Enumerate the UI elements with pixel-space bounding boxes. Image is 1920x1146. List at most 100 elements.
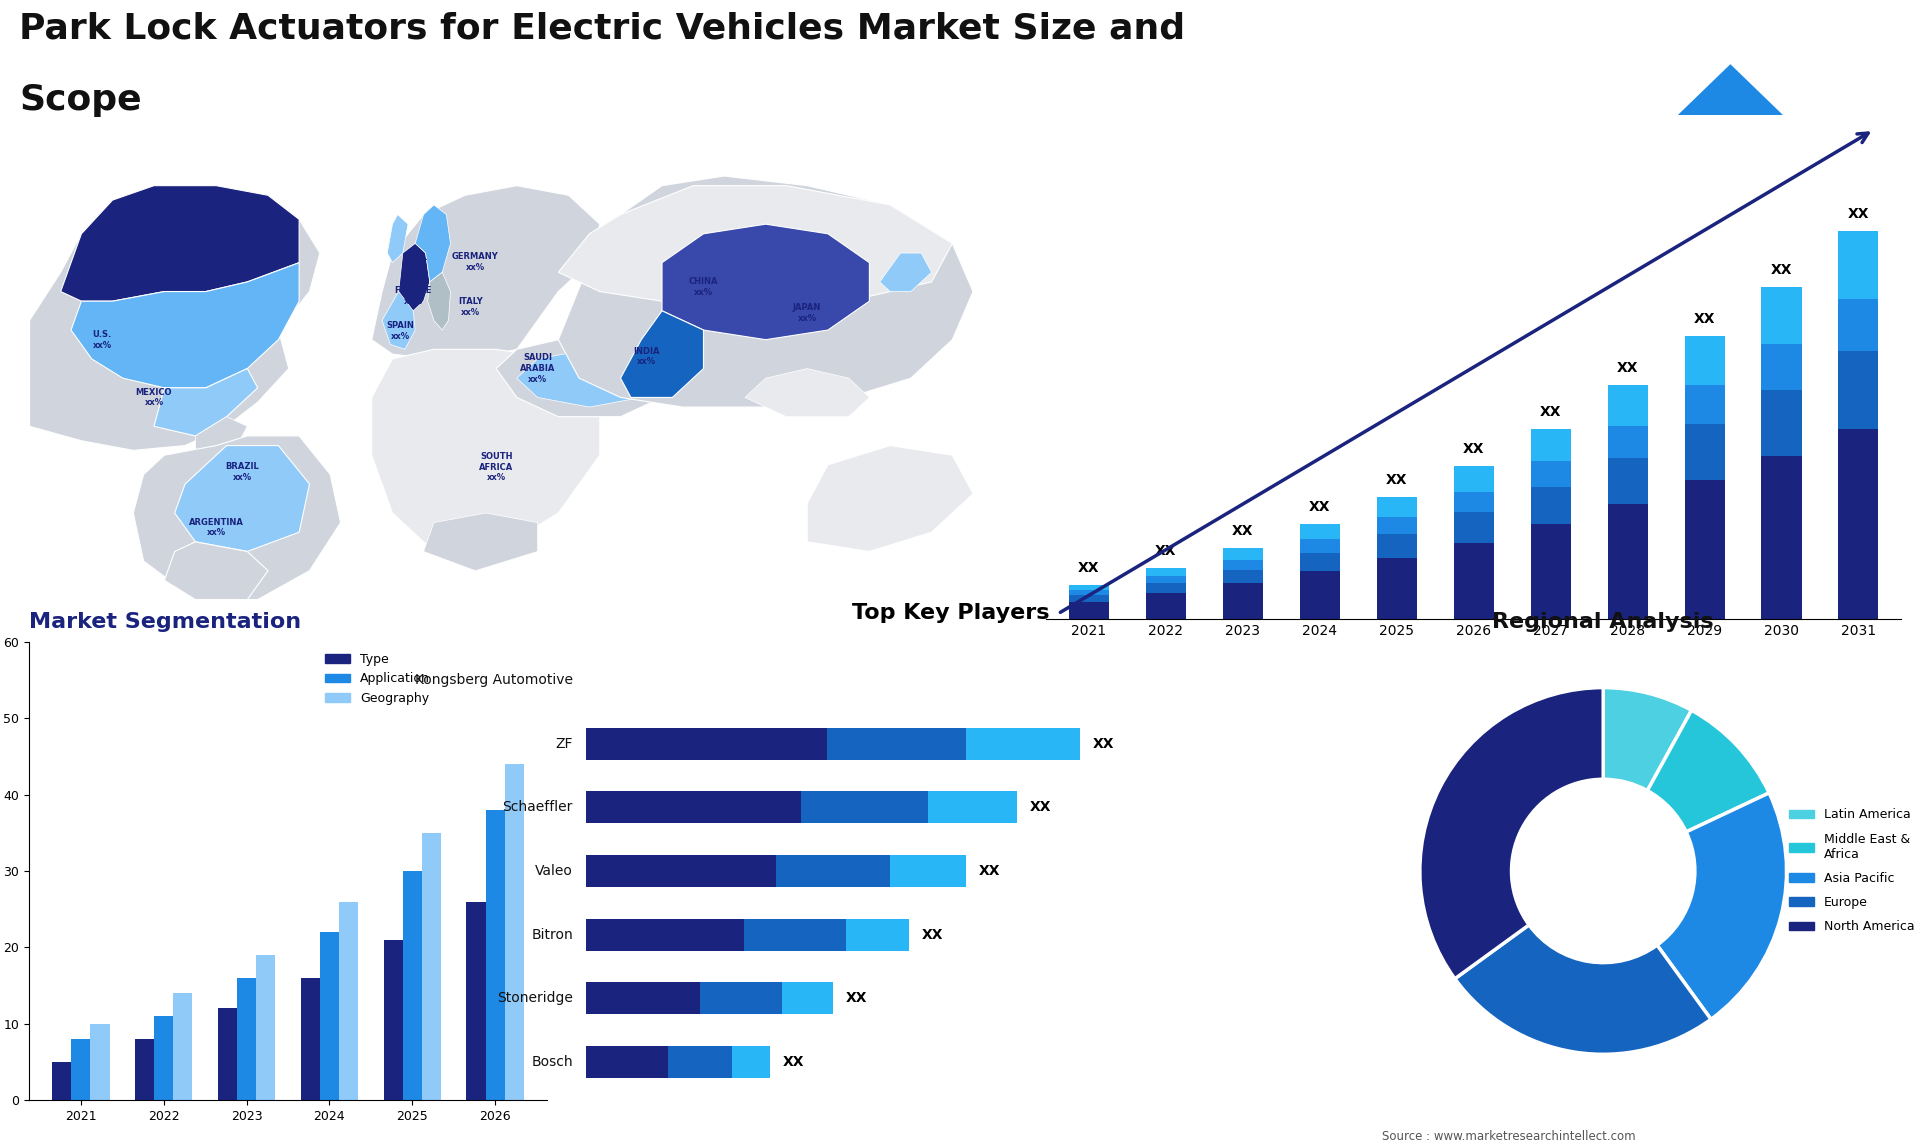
Polygon shape (399, 243, 430, 311)
Text: XX: XX (1092, 737, 1116, 751)
Bar (1223, 570, 1263, 583)
Text: Top Key Players: Top Key Players (852, 604, 1048, 623)
Text: U.S.
xx%: U.S. xx% (92, 330, 111, 350)
Text: U.K.
xx%: U.K. xx% (409, 253, 428, 273)
Polygon shape (662, 225, 870, 339)
Bar (1684, 336, 1724, 385)
Bar (1530, 487, 1571, 524)
Text: Scope: Scope (19, 83, 142, 117)
Polygon shape (1665, 64, 1795, 127)
Bar (586, 982, 699, 1014)
Bar (384, 940, 403, 1100)
Bar (1684, 480, 1724, 619)
Bar (927, 792, 1018, 823)
Text: Valeo: Valeo (536, 864, 572, 878)
Bar (966, 728, 1081, 760)
Bar (1146, 594, 1187, 619)
Text: XX: XX (1233, 524, 1254, 537)
Bar (1530, 524, 1571, 619)
Text: XX: XX (1156, 544, 1177, 558)
Bar (1684, 385, 1724, 424)
Bar (668, 1046, 732, 1078)
Text: INTELLECT: INTELLECT (1824, 93, 1887, 103)
Legend: Latin America, Middle East &
Africa, Asia Pacific, Europe, North America: Latin America, Middle East & Africa, Asi… (1784, 803, 1920, 939)
Bar (1146, 583, 1187, 594)
Bar (321, 932, 340, 1100)
Bar (1607, 385, 1647, 426)
Bar (1223, 559, 1263, 570)
Bar (52, 1062, 71, 1100)
Text: XX: XX (1029, 800, 1052, 815)
Wedge shape (1421, 688, 1603, 979)
Text: Source : www.marketresearchintellect.com: Source : www.marketresearchintellect.com (1382, 1130, 1636, 1144)
Text: GERMANY
xx%: GERMANY xx% (451, 252, 499, 272)
Bar (1377, 534, 1417, 558)
Text: INDIA
xx%: INDIA xx% (634, 346, 660, 367)
Bar (1146, 568, 1187, 576)
Text: XX: XX (1847, 207, 1870, 221)
Legend: Type, Application, Geography: Type, Application, Geography (321, 647, 436, 709)
Text: XX: XX (1077, 560, 1100, 575)
Text: Kongsberg Automotive: Kongsberg Automotive (415, 673, 572, 686)
Bar (1300, 524, 1340, 540)
Polygon shape (428, 273, 451, 330)
Wedge shape (1603, 688, 1692, 791)
Bar (1761, 390, 1801, 456)
Text: XX: XX (1540, 405, 1561, 419)
Polygon shape (620, 311, 703, 398)
Text: CHINA
xx%: CHINA xx% (689, 277, 718, 297)
Bar (1839, 429, 1878, 619)
Polygon shape (559, 176, 973, 407)
Bar (403, 871, 422, 1100)
Polygon shape (745, 369, 870, 417)
Polygon shape (382, 291, 415, 350)
Polygon shape (415, 205, 451, 282)
Polygon shape (495, 339, 662, 417)
Polygon shape (154, 369, 257, 435)
Bar (1761, 286, 1801, 345)
Text: JAPAN
xx%: JAPAN xx% (793, 304, 822, 323)
Text: Stoneridge: Stoneridge (497, 991, 572, 1005)
Polygon shape (132, 435, 340, 599)
Bar (1530, 462, 1571, 487)
Bar (340, 902, 357, 1100)
Bar (845, 919, 910, 950)
Bar (1223, 548, 1263, 559)
Polygon shape (806, 446, 973, 551)
Text: XX: XX (979, 864, 1000, 878)
Bar (505, 764, 524, 1100)
Text: ITALY
xx%: ITALY xx% (457, 297, 482, 316)
Bar (1607, 458, 1647, 503)
Bar (1453, 512, 1494, 542)
Bar (891, 855, 966, 887)
Text: XX: XX (1309, 500, 1331, 513)
Bar (90, 1023, 109, 1100)
Text: Schaeffler: Schaeffler (503, 800, 572, 815)
Bar (1453, 492, 1494, 512)
Text: XX: XX (922, 927, 943, 942)
Text: Market Segmentation: Market Segmentation (29, 612, 301, 631)
Bar (255, 955, 275, 1100)
Bar (1530, 429, 1571, 462)
Polygon shape (29, 186, 321, 450)
Text: XX: XX (1386, 473, 1407, 487)
Bar (1300, 572, 1340, 619)
Text: FRANCE
xx%: FRANCE xx% (394, 286, 432, 306)
Bar (486, 810, 505, 1100)
Bar (1377, 517, 1417, 534)
Bar (1453, 542, 1494, 619)
Text: Bitron: Bitron (532, 927, 572, 942)
Bar (467, 902, 486, 1100)
Text: XX: XX (1770, 262, 1791, 277)
Text: ZF: ZF (555, 737, 572, 751)
Bar (1607, 503, 1647, 619)
Polygon shape (372, 350, 599, 551)
Bar (1607, 426, 1647, 458)
Bar (236, 978, 255, 1100)
Bar (1069, 590, 1108, 595)
Text: XX: XX (1693, 312, 1715, 325)
Polygon shape (71, 262, 300, 387)
Bar (134, 1039, 154, 1100)
Bar (586, 1046, 668, 1078)
Bar (1223, 583, 1263, 619)
